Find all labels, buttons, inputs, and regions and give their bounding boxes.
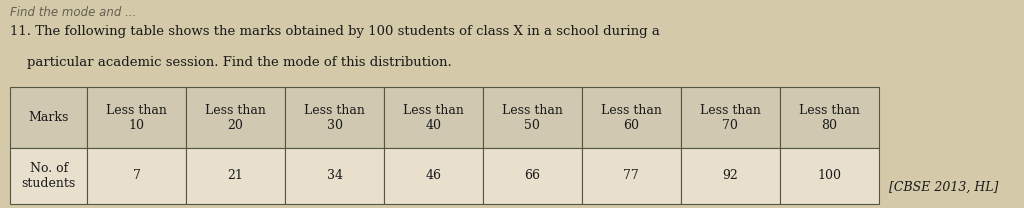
Bar: [582, 148, 681, 204]
Bar: [779, 87, 879, 148]
Bar: [384, 87, 483, 148]
Text: Less than
50: Less than 50: [502, 104, 563, 132]
Text: 66: 66: [524, 169, 541, 182]
Text: 77: 77: [624, 169, 639, 182]
Text: particular academic session. Find the mode of this distribution.: particular academic session. Find the mo…: [10, 56, 452, 69]
Bar: [285, 148, 384, 204]
Text: Less than
10: Less than 10: [106, 104, 167, 132]
Text: 46: 46: [425, 169, 441, 182]
Text: Marks: Marks: [29, 111, 69, 124]
Bar: [681, 87, 779, 148]
Text: 11. The following table shows the marks obtained by 100 students of class X in a: 11. The following table shows the marks …: [10, 25, 660, 38]
Text: 34: 34: [327, 169, 343, 182]
Bar: [186, 148, 285, 204]
Text: Less than
40: Less than 40: [403, 104, 464, 132]
Bar: [87, 87, 186, 148]
Bar: [582, 87, 681, 148]
Bar: [87, 148, 186, 204]
Bar: [10, 148, 87, 204]
Bar: [384, 148, 483, 204]
Text: Find the mode and ...: Find the mode and ...: [10, 6, 136, 19]
Text: Less than
20: Less than 20: [205, 104, 266, 132]
Text: No. of
students: No. of students: [22, 162, 76, 190]
Bar: [681, 148, 779, 204]
Bar: [285, 87, 384, 148]
Text: Less than
60: Less than 60: [601, 104, 662, 132]
Bar: [483, 148, 582, 204]
Bar: [779, 148, 879, 204]
Text: 100: 100: [817, 169, 841, 182]
Bar: [10, 87, 87, 148]
Text: Less than
70: Less than 70: [699, 104, 761, 132]
Text: 21: 21: [227, 169, 244, 182]
Text: Less than
30: Less than 30: [304, 104, 365, 132]
Text: 92: 92: [722, 169, 738, 182]
Bar: [186, 87, 285, 148]
Text: Less than
80: Less than 80: [799, 104, 859, 132]
Text: 7: 7: [133, 169, 140, 182]
Text: [CBSE 2013, HL]: [CBSE 2013, HL]: [889, 181, 998, 194]
Bar: [483, 87, 582, 148]
